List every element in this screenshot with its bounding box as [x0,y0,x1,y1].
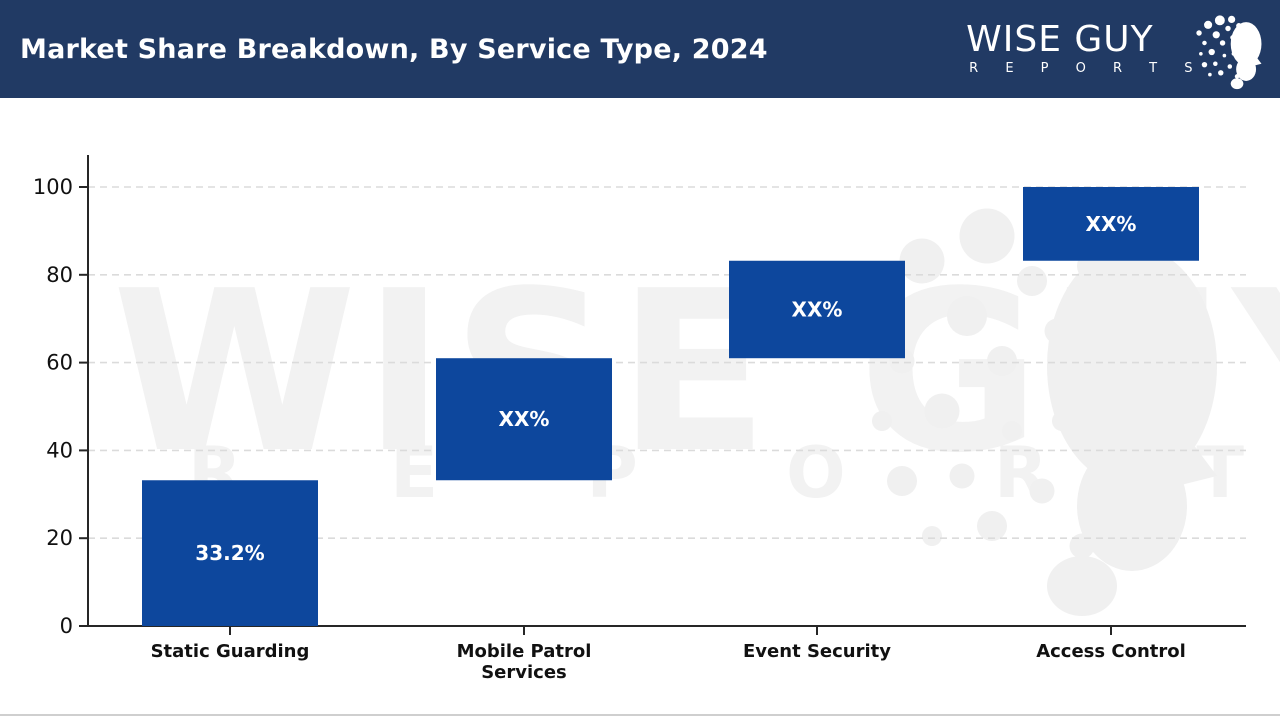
wise-guy-logo: WISE GUY R E P O R T S [966,10,1266,94]
logo-face-icon [1196,15,1262,90]
y-tick-label: 20 [46,526,73,550]
logo-subtitle: R E P O R T S [969,61,1204,76]
x-category-label: Static Guarding [151,641,310,662]
x-category-label: Access Control [1036,641,1186,662]
bar-3 [729,260,905,359]
logo-wordmark: WISE GUY [966,19,1154,60]
chart-title: Market Share Breakdown, By Service Type,… [20,33,768,65]
bar-value-label: XX% [499,407,550,431]
x-category-label: Event Security [743,641,891,662]
bottom-divider [0,714,1280,716]
bar-2 [436,358,612,481]
y-tick-label: 100 [33,175,73,199]
x-category-label: Mobile Patrol Services [457,641,592,683]
bar-value-label: 33.2% [195,541,264,565]
bar-1 [142,480,318,626]
y-tick-label: 80 [46,263,73,287]
header-bar: Market Share Breakdown, By Service Type,… [0,0,1280,98]
logo-text: WISE GUY R E P O R T S [966,19,1204,76]
y-tick-label: 0 [60,614,73,638]
bar-value-label: XX% [792,297,843,321]
bar-value-label: XX% [1086,212,1137,236]
bar-4 [1023,187,1199,261]
axis-spine [87,155,1246,627]
y-tick-label: 40 [46,438,73,462]
y-tick-label: 60 [46,351,73,375]
